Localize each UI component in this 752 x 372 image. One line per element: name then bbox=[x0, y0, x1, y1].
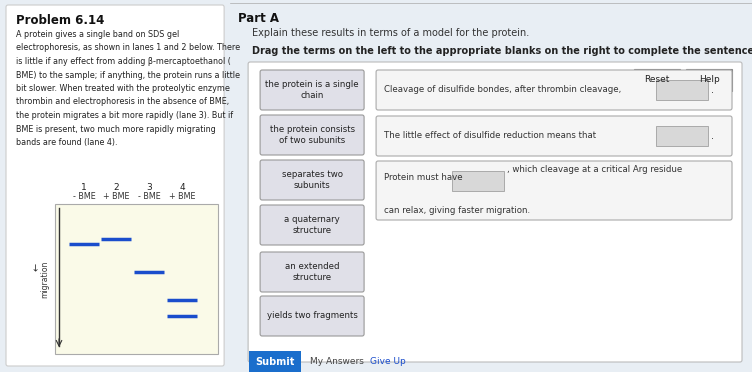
Text: Explain these results in terms of a model for the protein.: Explain these results in terms of a mode… bbox=[252, 28, 529, 38]
Text: the protein migrates a bit more rapidly (lane 3). But if: the protein migrates a bit more rapidly … bbox=[16, 111, 233, 120]
Text: separates two
subunits: separates two subunits bbox=[281, 170, 343, 190]
Text: - BME: - BME bbox=[73, 192, 96, 201]
FancyBboxPatch shape bbox=[376, 161, 732, 220]
FancyBboxPatch shape bbox=[260, 160, 364, 200]
FancyBboxPatch shape bbox=[260, 252, 364, 292]
Text: Give Up: Give Up bbox=[370, 357, 406, 366]
Text: the protein consists
of two subunits: the protein consists of two subunits bbox=[269, 125, 355, 145]
Text: .: . bbox=[711, 85, 714, 95]
Text: Problem 6.14: Problem 6.14 bbox=[16, 14, 105, 27]
Text: bands are found (lane 4).: bands are found (lane 4). bbox=[16, 138, 117, 147]
Text: 3: 3 bbox=[146, 183, 152, 192]
Text: - BME: - BME bbox=[138, 192, 160, 201]
FancyBboxPatch shape bbox=[656, 126, 708, 146]
Text: .: . bbox=[711, 131, 714, 141]
FancyBboxPatch shape bbox=[260, 115, 364, 155]
Text: 1: 1 bbox=[81, 183, 87, 192]
Text: is little if any effect from adding β-mercaptoethanol (: is little if any effect from adding β-me… bbox=[16, 57, 231, 66]
Text: thrombin and electrophoresis in the absence of BME,: thrombin and electrophoresis in the abse… bbox=[16, 97, 229, 106]
FancyBboxPatch shape bbox=[376, 116, 732, 156]
Text: 4: 4 bbox=[179, 183, 185, 192]
Text: bit slower. When treated with the proteolytic enzyme: bit slower. When treated with the proteo… bbox=[16, 84, 230, 93]
Text: Cleavage of disulfide bondes, after thrombin cleavage,: Cleavage of disulfide bondes, after thro… bbox=[384, 86, 621, 94]
Text: BME is present, two much more rapidly migrating: BME is present, two much more rapidly mi… bbox=[16, 125, 216, 134]
FancyBboxPatch shape bbox=[634, 69, 680, 91]
Text: The little effect of disulfide reduction means that: The little effect of disulfide reduction… bbox=[384, 131, 596, 141]
Text: yields two fragments: yields two fragments bbox=[267, 311, 357, 321]
Text: A protein gives a single band on SDS gel: A protein gives a single band on SDS gel bbox=[16, 30, 179, 39]
FancyBboxPatch shape bbox=[686, 69, 732, 91]
Text: My Answers: My Answers bbox=[310, 357, 364, 366]
Text: can relax, giving faster migration.: can relax, giving faster migration. bbox=[384, 206, 530, 215]
Text: BME) to the sample; if anything, the protein runs a little: BME) to the sample; if anything, the pro… bbox=[16, 71, 240, 80]
Text: + BME: + BME bbox=[103, 192, 129, 201]
Text: Reset: Reset bbox=[644, 76, 670, 84]
Text: Drag the terms on the left to the appropriate blanks on the right to complete th: Drag the terms on the left to the approp… bbox=[252, 46, 752, 56]
Text: Part A: Part A bbox=[238, 12, 279, 25]
Text: a quaternary
structure: a quaternary structure bbox=[284, 215, 340, 235]
Text: + BME: + BME bbox=[169, 192, 196, 201]
Text: Help: Help bbox=[699, 76, 720, 84]
Text: an extended
structure: an extended structure bbox=[285, 262, 339, 282]
FancyBboxPatch shape bbox=[260, 296, 364, 336]
FancyBboxPatch shape bbox=[260, 205, 364, 245]
FancyBboxPatch shape bbox=[376, 70, 732, 110]
Text: ←: ← bbox=[32, 263, 42, 271]
Text: 2: 2 bbox=[114, 183, 119, 192]
Text: migration: migration bbox=[41, 260, 50, 298]
Text: Protein must have: Protein must have bbox=[384, 173, 462, 182]
FancyBboxPatch shape bbox=[452, 171, 504, 191]
FancyBboxPatch shape bbox=[248, 62, 742, 362]
Text: electrophoresis, as shown in lanes 1 and 2 below. There: electrophoresis, as shown in lanes 1 and… bbox=[16, 44, 240, 52]
FancyBboxPatch shape bbox=[656, 80, 708, 100]
FancyBboxPatch shape bbox=[260, 70, 364, 110]
Text: Submit: Submit bbox=[256, 357, 295, 367]
Text: the protein is a single
chain: the protein is a single chain bbox=[265, 80, 359, 100]
FancyBboxPatch shape bbox=[249, 351, 301, 372]
Text: , which cleavage at a critical Arg residue: , which cleavage at a critical Arg resid… bbox=[507, 164, 682, 173]
FancyBboxPatch shape bbox=[6, 5, 224, 366]
FancyBboxPatch shape bbox=[55, 204, 218, 354]
